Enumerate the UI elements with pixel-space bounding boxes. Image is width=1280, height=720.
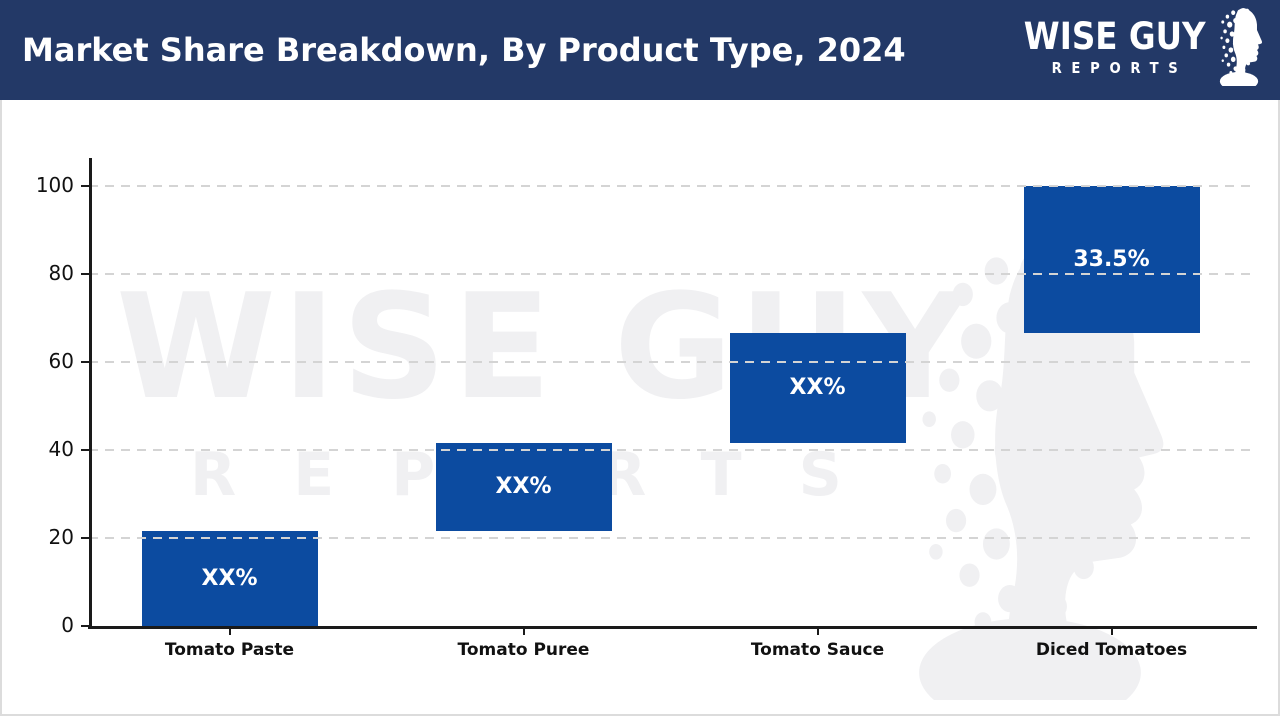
y-axis-tick (81, 537, 89, 539)
x-axis-tick (816, 628, 819, 635)
y-axis-line (89, 158, 92, 628)
bar-value-label: XX% (201, 565, 258, 591)
y-axis-tick (81, 625, 89, 627)
y-axis-tick-label: 40 (48, 437, 74, 461)
y-axis-tick (81, 185, 89, 187)
brand-logo: WISE GUY REPORTS (999, 6, 1268, 86)
x-axis-tick (228, 628, 231, 635)
gridline (89, 273, 1256, 275)
bar-segment (1023, 186, 1200, 334)
y-axis-tick-label: 60 (48, 349, 74, 373)
bar-value-label: 33.5% (1073, 247, 1150, 272)
header: Market Share Breakdown, By Product Type,… (0, 0, 1280, 100)
x-axis-category-label: Tomato Paste (164, 640, 295, 660)
plot-area: XX% Tomato Paste XX% Tomato Puree XX% Tomato … (0, 100, 1280, 720)
x-axis-line (88, 626, 1257, 629)
gridline (89, 361, 1256, 363)
gridline (89, 185, 1256, 187)
y-axis-tick (81, 273, 89, 275)
y-axis-tick-label: 100 (35, 173, 74, 197)
brand-name: WISE GUY (1024, 15, 1206, 58)
bar-segment (141, 530, 318, 626)
bar-value-label: XX% (789, 375, 846, 401)
gridline (89, 449, 1256, 451)
brand-head-icon (1219, 8, 1263, 86)
chart-title: Market Share Breakdown, By Product Type,… (22, 31, 906, 69)
x-axis-category-label: Tomato Puree (457, 640, 590, 660)
y-axis-tick (81, 361, 89, 363)
x-axis-category-label: Tomato Sauce (750, 640, 885, 660)
gridline (89, 537, 1256, 539)
bar-segment (729, 333, 906, 444)
y-axis-tick-label: 80 (48, 261, 74, 285)
brand-logo-text: WISE GUY REPORTS (999, 15, 1206, 77)
x-axis-tick (1110, 628, 1113, 635)
bar-value-label: XX% (495, 474, 552, 500)
y-axis-tick (81, 449, 89, 451)
x-axis-category-label: Diced Tomatoes (1035, 640, 1188, 660)
chart-plot: WISE GUY REPORTS XX%Tomato PasteXX%Tomat… (0, 100, 1280, 720)
y-axis-tick-label: 0 (61, 613, 74, 637)
x-axis-tick (522, 628, 525, 635)
bar-segment (435, 443, 612, 531)
y-axis-tick-label: 20 (48, 525, 74, 549)
brand-subname: REPORTS (1051, 59, 1188, 77)
